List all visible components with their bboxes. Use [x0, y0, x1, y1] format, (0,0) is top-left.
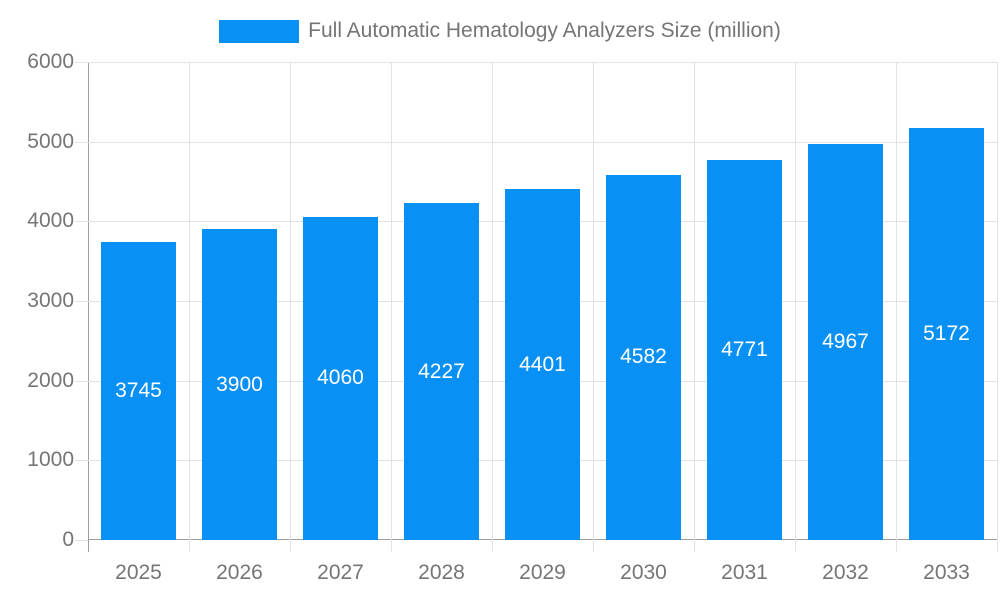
- v-gridline: [593, 62, 594, 540]
- bar-2031[interactable]: 4771: [706, 159, 783, 540]
- x-tick-label: 2028: [418, 561, 465, 584]
- v-gridline: [896, 62, 897, 540]
- x-axis-tick: [189, 540, 190, 552]
- x-axis-tick: [693, 540, 695, 552]
- bar-value-label: 4967: [822, 330, 869, 354]
- bar-value-label: 4401: [519, 352, 566, 376]
- x-axis-labels: 2025 2026 2027 2028 2029 2030 2031 2032 2033: [88, 540, 997, 590]
- v-gridline: [492, 62, 493, 540]
- v-gridline: [390, 62, 392, 540]
- v-gridline: [997, 62, 998, 540]
- plot-area: 3745 3900 4060 4227 4401 4582 4771 4967 5172: [75, 62, 998, 552]
- x-tick-label: 2026: [216, 561, 263, 584]
- v-gridline: [290, 62, 291, 540]
- legend[interactable]: Full Automatic Hematology Analyzers Size…: [0, 19, 1000, 43]
- bar-2030[interactable]: 4582: [605, 174, 682, 540]
- bar-value-label: 4771: [721, 337, 768, 361]
- y-tick-label: 4000: [27, 209, 74, 233]
- bar-value-label: 5172: [923, 321, 970, 345]
- bar-value-label: 3900: [216, 372, 263, 396]
- y-axis-tick: [75, 221, 88, 223]
- v-gridline: [693, 62, 695, 540]
- bar-2033[interactable]: 5172: [908, 127, 985, 540]
- y-axis-tick: [75, 540, 88, 541]
- h-gridline: [88, 62, 997, 63]
- y-tick-label: 3000: [27, 289, 74, 312]
- y-axis-tick: [75, 141, 88, 143]
- y-tick-label: 6000: [27, 50, 74, 73]
- x-tick-label: 2029: [519, 561, 566, 584]
- x-axis-tick: [896, 540, 897, 552]
- x-tick-label: 2031: [721, 561, 768, 584]
- legend-label: Full Automatic Hematology Analyzers Size…: [308, 19, 781, 42]
- y-axis-labels: 0 1000 2000 3000 4000 5000 6000: [0, 50, 74, 551]
- x-axis-tick: [997, 540, 998, 552]
- x-axis-tick: [492, 540, 493, 552]
- y-tick-label: 2000: [27, 368, 74, 392]
- bar-2028[interactable]: 4227: [403, 203, 480, 540]
- y-axis-tick: [75, 301, 88, 302]
- x-tick-label: 2025: [115, 561, 162, 584]
- bar-value-label: 4060: [317, 366, 364, 390]
- bar-2026[interactable]: 3900: [201, 229, 278, 540]
- x-tick-label: 2032: [822, 561, 869, 584]
- h-gridline: [88, 141, 997, 143]
- bar-2032[interactable]: 4967: [807, 144, 884, 540]
- bar-2025[interactable]: 3745: [100, 241, 177, 540]
- y-tick-label: 0: [62, 528, 74, 551]
- x-axis-tick: [593, 540, 594, 552]
- bar-value-label: 4227: [418, 359, 465, 383]
- x-tick-label: 2033: [923, 561, 970, 584]
- y-tick-label: 1000: [27, 448, 74, 472]
- y-axis-tick: [75, 460, 88, 462]
- x-axis-tick: [795, 540, 796, 552]
- x-axis-tick: [390, 540, 392, 552]
- bar-2027[interactable]: 4060: [302, 216, 379, 540]
- v-gridline: [795, 62, 796, 540]
- y-tick-label: 5000: [27, 129, 74, 153]
- y-axis-line: [88, 62, 89, 552]
- y-axis-tick: [75, 62, 88, 63]
- bar-value-label: 4582: [620, 345, 667, 369]
- x-axis-tick: [290, 540, 291, 552]
- y-axis-tick: [75, 380, 88, 382]
- x-tick-label: 2027: [317, 561, 364, 584]
- v-gridline: [189, 62, 190, 540]
- x-tick-label: 2030: [620, 561, 667, 584]
- bar-value-label: 3745: [115, 378, 162, 402]
- legend-swatch: [219, 19, 300, 43]
- bar-2029[interactable]: 4401: [504, 189, 581, 540]
